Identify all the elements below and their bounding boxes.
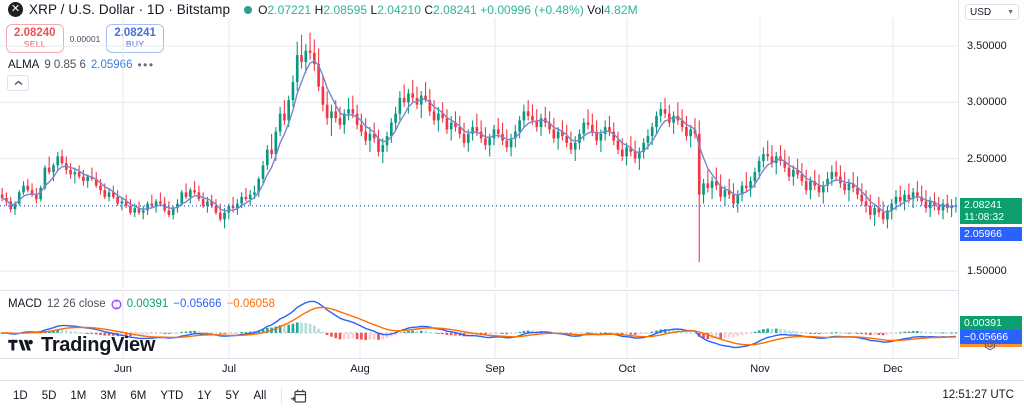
volume-label: Vol (587, 2, 605, 17)
range-button-3m[interactable]: 3M (93, 387, 123, 405)
macd-name: MACD (8, 298, 42, 310)
macd-hist-value: 0.00391 (126, 298, 169, 310)
range-button-6m[interactable]: 6M (123, 387, 153, 405)
price-tick: 2.50000 (967, 152, 1007, 165)
alma-value: 2.05966 (90, 59, 133, 71)
currency-selector[interactable]: USD ▼ (965, 4, 1019, 20)
last-price-badge: 2.08241 11:08:32 (960, 198, 1022, 224)
macd-line-value: −0.05666 (173, 298, 222, 310)
low-label: L (370, 2, 378, 17)
open-label: O (258, 2, 268, 17)
bottom-toolbar: 1D 5D 1M 3M 6M YTD 1Y 5Y All 12:51:27 UTC (0, 380, 1024, 411)
time-tick-label: Sep (485, 363, 505, 375)
currency-label: USD (970, 6, 992, 18)
pane-divider (0, 290, 1024, 291)
macd-hist-badge-value: 0.00391 (964, 317, 1002, 329)
macd-signal-badge (960, 344, 1022, 347)
clock-label[interactable]: 12:51:27 UTC (942, 389, 1014, 401)
macd-chart-pane[interactable] (0, 292, 958, 358)
buy-button[interactable]: 2.08241 BUY (106, 24, 164, 54)
range-button-1m[interactable]: 1M (63, 387, 93, 405)
price-tick: 1.50000 (967, 265, 1007, 278)
macd-line-badge-value: −0.05666 (964, 331, 1009, 343)
alma-params: 9 0.85 6 (44, 59, 86, 71)
sell-button[interactable]: 2.08240 SELL (6, 24, 64, 54)
time-tick-label: Oct (618, 363, 636, 375)
time-tick-label: Jun (114, 363, 132, 375)
calendar-goto-icon[interactable] (290, 388, 307, 405)
price-tick: 3.00000 (967, 96, 1007, 109)
high-label: H (314, 2, 324, 17)
toolbar-divider (281, 388, 283, 404)
time-tick-label: Dec (883, 363, 903, 375)
chevron-down-icon: ▼ (1007, 8, 1014, 16)
macd-signal-value: −0.06058 (226, 298, 275, 310)
alma-name: ALMA (8, 59, 40, 71)
xrp-icon: ✕ (8, 2, 23, 17)
alma-price-value: 2.05966 (964, 228, 1002, 240)
spread-value: 0.00001 (69, 33, 101, 44)
sell-buy-widget: 2.08240 SELL 0.00001 2.08241 BUY (6, 24, 164, 54)
price-tick: 3.50000 (967, 40, 1007, 53)
buy-label: BUY (125, 38, 145, 49)
alma-price-badge: 2.05966 (960, 227, 1022, 241)
range-button-ytd[interactable]: YTD (153, 387, 190, 405)
ohlc-values: O2.07221 H2.08595 L2.04210 C2.08241 +0.0… (258, 3, 638, 17)
alma-indicator-legend[interactable]: ALMA 9 0.85 6 2.05966 ••• (8, 58, 155, 72)
more-options-icon[interactable]: ••• (137, 58, 155, 72)
symbol-title[interactable]: XRP / U.S. Dollar · 1D · Bitstamp (29, 2, 231, 17)
sell-price: 2.08240 (14, 27, 56, 39)
macd-line-badge: −0.05666 (960, 330, 1022, 344)
price-chart-pane[interactable] (0, 18, 958, 288)
macd-params: 12 26 close (46, 298, 106, 310)
time-scale[interactable]: Jun Jul Aug Sep Oct Nov Dec (0, 358, 958, 380)
high-value: 2.08595 (323, 2, 368, 17)
bar-countdown: 11:08:32 (964, 211, 1005, 223)
price-change: +0.00996 (+0.48%) (480, 2, 584, 17)
low-value: 2.04210 (377, 2, 421, 17)
range-button-5y[interactable]: 5Y (218, 387, 246, 405)
range-button-1y[interactable]: 1Y (190, 387, 218, 405)
collapse-pane-button[interactable] (7, 75, 29, 91)
close-value: 2.08241 (433, 2, 477, 17)
close-label: C (424, 2, 434, 17)
buy-price: 2.08241 (114, 27, 156, 39)
macd-indicator-legend[interactable]: MACD 12 26 close 0.00391 −0.05666 −0.060… (8, 298, 275, 310)
macd-hist-badge: 0.00391 (960, 316, 1022, 330)
range-selector-group: 1D 5D 1M 3M 6M YTD 1Y 5Y All (0, 387, 273, 405)
time-tick-label: Aug (350, 363, 370, 375)
chevron-up-icon (14, 80, 22, 86)
range-button-5d[interactable]: 5D (35, 387, 64, 405)
time-tick-label: Jul (221, 363, 237, 375)
volume-value: 4.82M (604, 2, 638, 17)
macd-settings-icon[interactable] (111, 298, 122, 310)
range-button-1d[interactable]: 1D (6, 387, 35, 405)
last-price-value: 2.08241 (964, 199, 1002, 211)
market-open-dot (244, 5, 253, 14)
sell-label: SELL (23, 38, 46, 49)
price-scale[interactable]: USD ▼ 3.50000 3.00000 2.50000 1.50000 2.… (958, 0, 1024, 358)
chart-legend-header: ✕ XRP / U.S. Dollar · 1D · Bitstamp O2.0… (8, 2, 638, 17)
range-button-all[interactable]: All (247, 387, 274, 405)
time-tick-label: Nov (750, 363, 770, 375)
settings-gear-icon[interactable] (983, 338, 997, 352)
open-value: 2.07221 (267, 2, 312, 17)
